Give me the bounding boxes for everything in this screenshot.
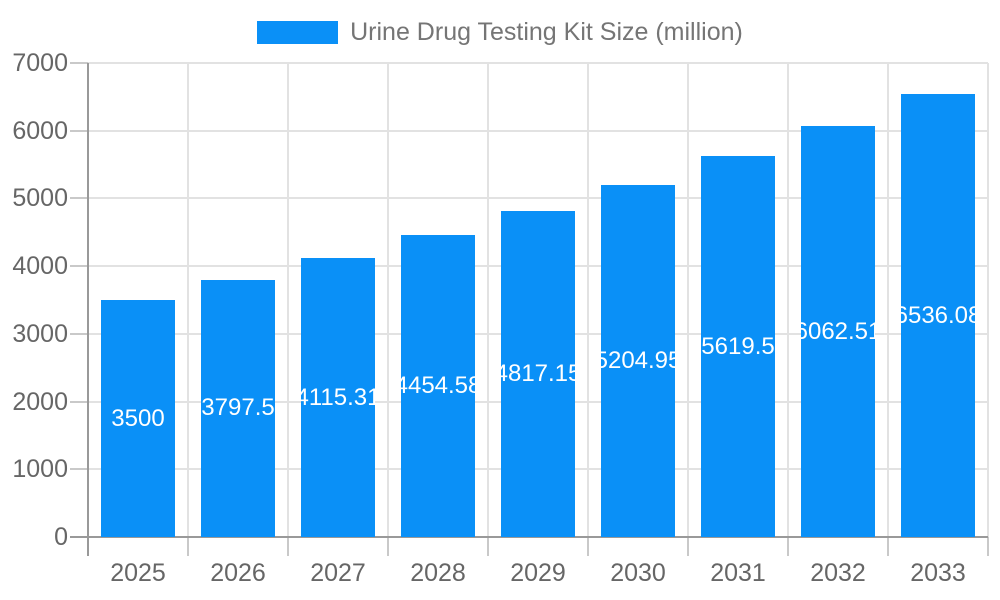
bar[interactable]: 4115.31 <box>301 258 375 537</box>
bar[interactable]: 4454.58 <box>401 235 475 537</box>
bar-value-label: 3797.5 <box>201 394 275 422</box>
bar[interactable]: 4817.15 <box>501 210 575 537</box>
y-axis-tick <box>70 400 88 403</box>
bar[interactable]: 6536.08 <box>901 94 975 537</box>
x-axis-tick-label: 2030 <box>610 559 666 587</box>
x-axis-tick-label: 2025 <box>110 559 166 587</box>
y-axis-tick-label: 6000 <box>12 116 68 145</box>
y-axis-tick-label: 2000 <box>12 387 68 416</box>
gridline-v <box>987 63 989 537</box>
x-axis-tick <box>487 537 489 556</box>
gridline-h <box>88 62 988 64</box>
y-axis-tick-label: 0 <box>54 523 68 551</box>
x-axis-tick <box>287 537 289 556</box>
y-axis-line <box>87 63 89 556</box>
y-axis-tick <box>70 129 88 132</box>
y-axis-tick-label: 7000 <box>12 49 68 77</box>
gridline-v <box>887 63 889 537</box>
y-axis-tick <box>70 265 88 268</box>
y-axis-tick <box>70 197 88 200</box>
gridline-h <box>88 197 988 200</box>
gridline-v <box>687 63 689 537</box>
gridline-v <box>287 63 289 537</box>
gridline-v <box>587 63 589 537</box>
y-axis-tick-label: 1000 <box>12 455 68 484</box>
bar[interactable]: 5619.5 <box>701 156 775 537</box>
y-axis-tick-label: 3000 <box>12 319 68 348</box>
legend[interactable]: Urine Drug Testing Kit Size (million) <box>0 19 1000 46</box>
x-axis-tick-label: 2033 <box>910 559 966 587</box>
gridline-v <box>387 63 389 537</box>
x-axis-tick-label: 2028 <box>410 559 466 587</box>
gridline-v <box>187 63 189 537</box>
x-axis-tick-label: 2027 <box>310 559 366 587</box>
y-axis-tick <box>70 332 88 335</box>
y-axis-tick <box>70 62 88 64</box>
x-axis-tick <box>987 537 989 556</box>
bar-value-label: 3500 <box>111 404 165 432</box>
gridline-v <box>487 63 489 537</box>
x-axis-tick-label: 2031 <box>710 559 766 587</box>
bar-value-label: 4817.15 <box>501 359 575 387</box>
x-axis-tick-label: 2029 <box>510 559 566 587</box>
bar-value-label: 4115.31 <box>301 383 375 411</box>
x-axis-tick <box>687 537 689 556</box>
legend-label: Urine Drug Testing Kit Size (million) <box>350 18 743 46</box>
bar-value-label: 5619.5 <box>701 332 775 360</box>
bar-value-label: 6536.08 <box>901 301 975 329</box>
bar[interactable]: 6062.51 <box>801 126 875 537</box>
x-axis-tick-label: 2032 <box>810 559 866 587</box>
legend-swatch <box>257 21 339 44</box>
y-axis-tick-label: 4000 <box>12 252 68 281</box>
gridline-v <box>787 63 789 537</box>
bar[interactable]: 3797.5 <box>201 279 275 537</box>
x-axis-tick-label: 2026 <box>210 559 266 587</box>
y-axis-tick <box>70 468 88 471</box>
x-axis-line <box>70 536 988 538</box>
y-axis-tick-label: 5000 <box>12 184 68 213</box>
bar[interactable]: 3500 <box>101 300 175 537</box>
x-axis-tick <box>887 537 889 556</box>
x-axis-tick <box>787 537 789 556</box>
gridline-h <box>88 129 988 132</box>
bar-value-label: 4454.58 <box>401 372 475 400</box>
bar-value-label: 6062.51 <box>801 317 875 345</box>
x-axis-tick <box>187 537 189 556</box>
bar[interactable]: 5204.95 <box>601 184 675 537</box>
x-axis-tick <box>587 537 589 556</box>
x-axis-tick <box>387 537 389 556</box>
bar-value-label: 5204.95 <box>601 346 675 374</box>
